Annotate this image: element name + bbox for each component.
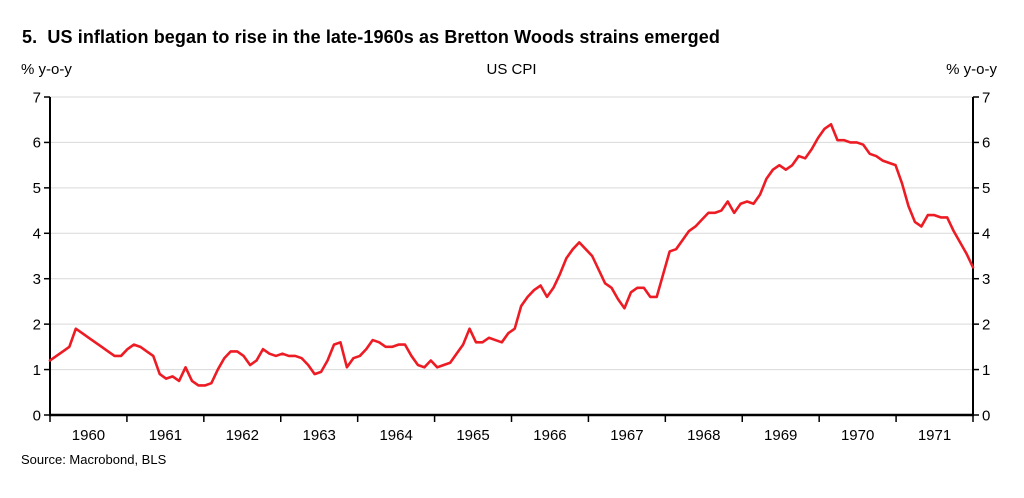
svg-text:5: 5	[982, 180, 990, 197]
svg-text:1960: 1960	[72, 427, 105, 444]
svg-text:1971: 1971	[918, 427, 951, 444]
chart-title: 5. US inflation began to rise in the lat…	[22, 27, 720, 47]
svg-text:1966: 1966	[533, 427, 566, 444]
svg-text:1969: 1969	[764, 427, 797, 444]
svg-text:4: 4	[982, 226, 990, 243]
svg-text:1: 1	[33, 362, 41, 379]
svg-text:4: 4	[33, 226, 41, 243]
svg-text:1970: 1970	[841, 427, 874, 444]
svg-text:6: 6	[33, 135, 41, 152]
svg-text:7: 7	[982, 89, 990, 106]
svg-text:1968: 1968	[687, 427, 720, 444]
svg-text:1964: 1964	[379, 427, 412, 444]
svg-text:5: 5	[33, 180, 41, 197]
svg-text:1: 1	[982, 362, 990, 379]
svg-text:3: 3	[33, 271, 41, 288]
source-label: Source: Macrobond, BLS	[21, 452, 167, 467]
svg-text:2: 2	[33, 316, 41, 333]
svg-text:6: 6	[982, 135, 990, 152]
svg-text:2: 2	[982, 316, 990, 333]
chart-subtitle: US CPI	[486, 61, 537, 78]
svg-text:1963: 1963	[303, 427, 336, 444]
svg-text:3: 3	[982, 271, 990, 288]
svg-text:7: 7	[33, 89, 41, 106]
svg-text:0: 0	[982, 407, 990, 424]
y-axis-unit-right: % y-o-y	[946, 61, 997, 78]
svg-text:0: 0	[33, 407, 41, 424]
y-axis-unit-left: % y-o-y	[21, 61, 72, 78]
svg-text:1961: 1961	[149, 427, 182, 444]
svg-text:1967: 1967	[610, 427, 643, 444]
svg-text:1962: 1962	[226, 427, 259, 444]
svg-text:1965: 1965	[456, 427, 489, 444]
